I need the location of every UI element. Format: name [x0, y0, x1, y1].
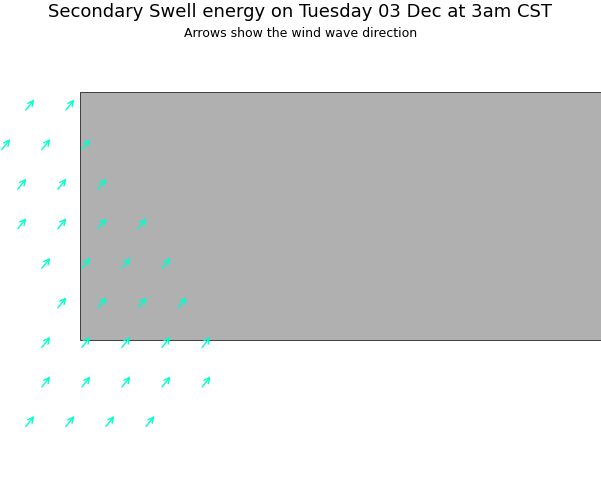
Text: Secondary Swell energy on Tuesday 03 Dec at 3am CST: Secondary Swell energy on Tuesday 03 Dec… — [49, 3, 552, 21]
Bar — [80, 93, 601, 340]
Text: Arrows show the wind wave direction: Arrows show the wind wave direction — [184, 26, 417, 40]
